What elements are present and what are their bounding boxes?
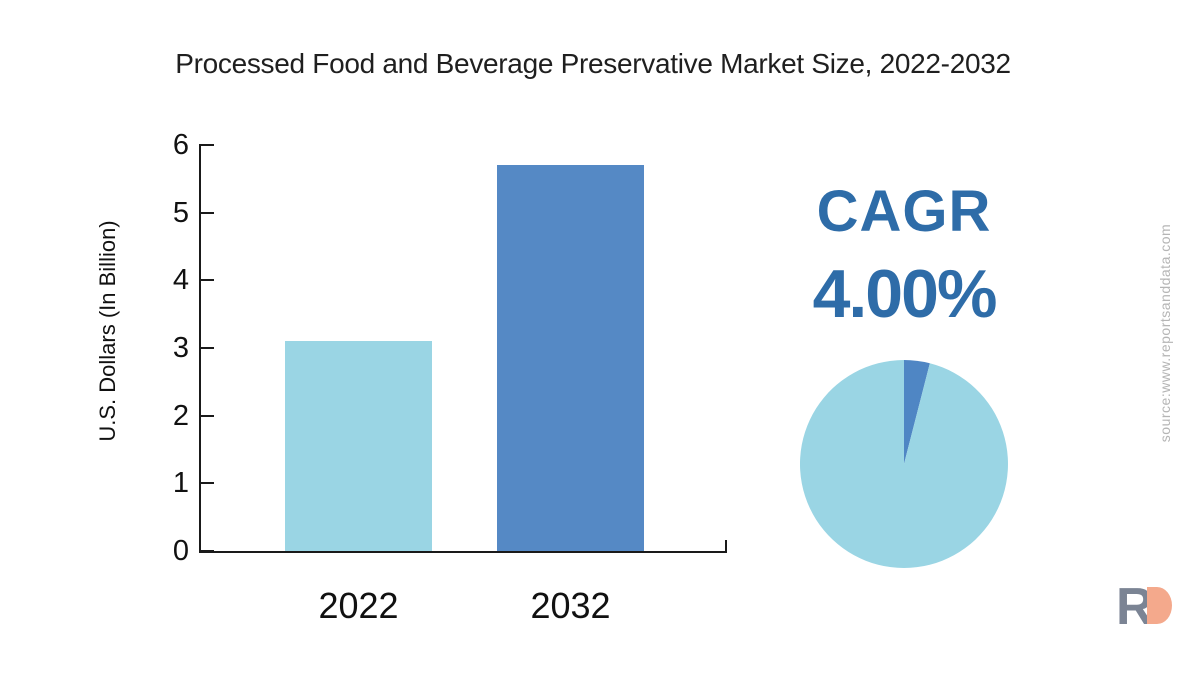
y-tick-label: 5 — [172, 196, 189, 229]
y-tick-mark — [201, 550, 214, 552]
y-tick-label: 2 — [172, 399, 189, 432]
pie-slice-cagr-4-00- — [904, 360, 930, 464]
y-tick-mark — [201, 482, 214, 485]
y-tick-label: 0 — [172, 535, 189, 567]
y-tick-mark — [201, 347, 214, 349]
chart-title: Processed Food and Beverage Preservative… — [175, 48, 1011, 79]
y-tick-label: 6 — [172, 129, 189, 161]
y-tick-mark — [201, 211, 214, 214]
bar-2022 — [285, 341, 432, 551]
source-note: source:www.reportsanddata.com — [1157, 223, 1173, 443]
bar-chart: U.S. Dollars (In Billion) 0 1 2 3 4 5 6 2022 203… — [95, 129, 727, 626]
logo-mark-d-icon — [1147, 587, 1172, 624]
pie-slice-remainder — [800, 360, 1008, 568]
y-tick-mark — [201, 279, 214, 282]
cagr-label: CAGR — [816, 179, 992, 244]
y-tick-label: 4 — [172, 264, 189, 297]
y-tick-label: 3 — [172, 332, 189, 364]
y-tick-label: 1 — [172, 467, 189, 500]
y-tick-mark — [201, 414, 214, 417]
x-tick-label-2022: 2022 — [318, 585, 399, 626]
y-axis-line — [199, 144, 201, 553]
pie-chart — [800, 360, 1008, 568]
x-tick-label-2032: 2032 — [530, 585, 611, 626]
bar-2032 — [497, 165, 644, 551]
y-axis-title: U.S. Dollars (In Billion) — [95, 220, 120, 442]
x-axis-line — [199, 551, 727, 553]
x-axis-end-tick — [725, 540, 727, 552]
y-tick-mark — [201, 144, 214, 146]
cagr-value: 4.00% — [812, 256, 998, 332]
